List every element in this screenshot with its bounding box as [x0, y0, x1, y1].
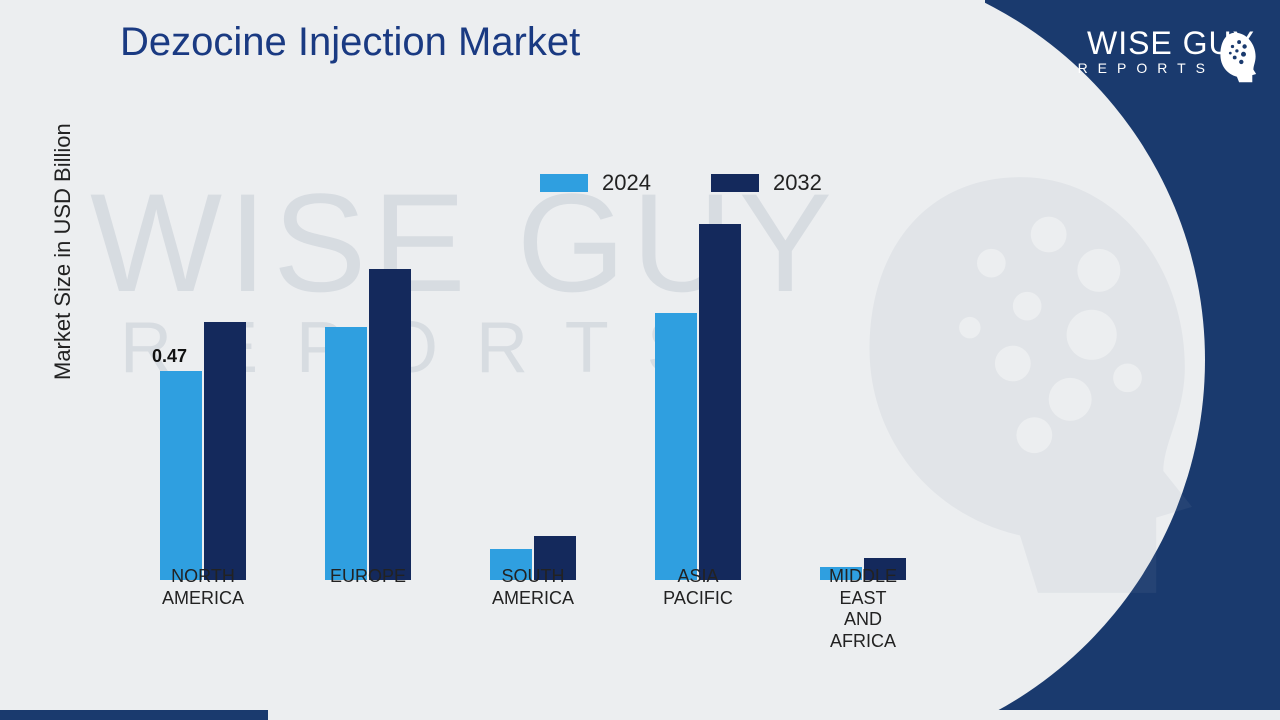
- category-label: NORTHAMERICA: [128, 566, 278, 609]
- brand-logo: WISE GUY REPORTS: [1078, 25, 1255, 76]
- chart-area: Market Size in USD Billion 0.47 NORTHAME…: [60, 160, 960, 700]
- legend-label-2024: 2024: [602, 170, 651, 196]
- bar: [699, 224, 741, 580]
- legend-swatch-2024: [540, 174, 588, 192]
- category-label: EUROPE: [293, 566, 443, 588]
- value-label: 0.47: [152, 346, 187, 367]
- legend-item-2024: 2024: [540, 170, 651, 196]
- bar: [369, 269, 411, 580]
- bar: [325, 327, 367, 580]
- category-label: MIDDLEEASTANDAFRICA: [788, 566, 938, 652]
- category-label: SOUTHAMERICA: [458, 566, 608, 609]
- bar: [160, 371, 202, 580]
- legend-item-2032: 2032: [711, 170, 822, 196]
- legend-swatch-2032: [711, 174, 759, 192]
- category-label: ASIAPACIFIC: [623, 566, 773, 609]
- bar: [204, 322, 246, 580]
- legend: 2024 2032: [540, 170, 822, 196]
- logo-head-icon: [1205, 30, 1260, 85]
- legend-label-2032: 2032: [773, 170, 822, 196]
- chart-title: Dezocine Injection Market: [120, 20, 580, 65]
- bar: [655, 313, 697, 580]
- plot-area: 0.47: [140, 180, 940, 580]
- bottom-accent-bar: [0, 710, 268, 720]
- y-axis-label: Market Size in USD Billion: [50, 123, 76, 380]
